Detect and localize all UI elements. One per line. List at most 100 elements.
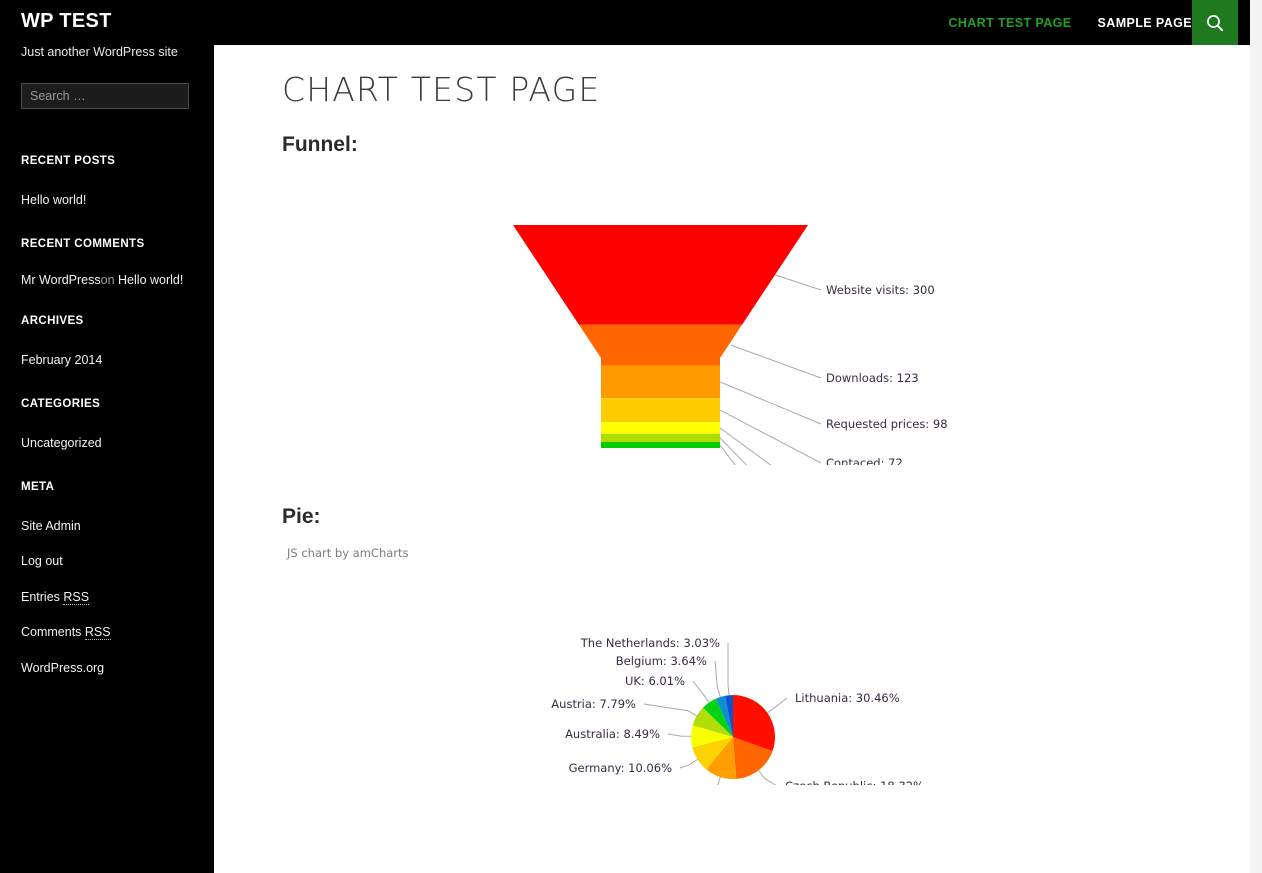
funnel-label-tick xyxy=(719,409,822,464)
meta-list: Site Admin Log out Entries RSS Comments … xyxy=(21,515,196,679)
list-item: Hello world! xyxy=(21,189,196,211)
pie-slice xyxy=(692,707,733,737)
funnel-chart[interactable]: Website visits: 300 Downloads: 123 Request… xyxy=(270,165,970,465)
recent-post-link[interactable]: Hello world! xyxy=(21,193,87,207)
pie-slice xyxy=(692,737,733,770)
pie-slice xyxy=(715,695,733,737)
funnel-segment xyxy=(601,365,720,399)
pie-label-tick xyxy=(679,759,698,769)
pie-label: UK: 6.01% xyxy=(625,674,685,688)
list-item: Entries RSS xyxy=(21,586,196,608)
list-item: Comments RSS xyxy=(21,621,196,643)
widget-title-meta: META xyxy=(21,480,55,493)
funnel-segment xyxy=(578,324,743,366)
sidebar-widget-area: RECENT POSTS Hello world! RECENT COMMENT… xyxy=(21,155,196,706)
comment-connector: on xyxy=(100,272,115,287)
funnel-segment xyxy=(601,433,720,443)
funnel-label-tick xyxy=(719,437,748,465)
funnel-label-tick xyxy=(774,274,822,291)
pie-chart-svg: Lithuania: 30.46%Czech Republic: 18.32%I… xyxy=(551,636,924,785)
pie-label: Belgium: 3.64% xyxy=(616,654,707,668)
widget-title-recent-comments: RECENT COMMENTS xyxy=(21,237,145,250)
funnel-segment xyxy=(601,442,720,448)
page-title: CHART TEST PAGE xyxy=(282,70,601,109)
abbr-rss: RSS xyxy=(84,625,111,641)
chart-credit-amcharts[interactable]: JS chart by amCharts xyxy=(287,546,409,560)
list-item: WordPress.org xyxy=(21,657,196,679)
meta-link-entries-rss-text: Entries xyxy=(21,589,64,604)
pie-label: Germany: 10.06% xyxy=(569,761,672,775)
pie-slice xyxy=(706,737,737,780)
primary-navigation: CHART TEST PAGE SAMPLE PAGE xyxy=(948,0,1192,45)
funnel-label: Contaced: 72 xyxy=(826,456,903,465)
funnel-label: Downloads: 123 xyxy=(826,371,919,385)
pie-label-tick xyxy=(692,680,710,703)
pie-label-tick xyxy=(714,660,721,698)
pie-label: Austria: 7.79% xyxy=(551,697,636,711)
funnel-label-tick xyxy=(719,427,772,465)
categories-list: Uncategorized xyxy=(21,432,196,454)
pie-label: Australia: 8.49% xyxy=(565,727,660,741)
list-item: February 2014 xyxy=(21,349,196,371)
list-item: Log out xyxy=(21,550,196,572)
meta-link-wordpress-org[interactable]: WordPress.org xyxy=(21,661,105,676)
list-item: Site Admin xyxy=(21,515,196,537)
pie-label: Czech Republic: 18.32% xyxy=(785,779,924,785)
pie-label-tick xyxy=(643,703,698,717)
meta-link-comments-rss-text: Comments xyxy=(21,625,85,640)
pie-label: The Netherlands: 3.03% xyxy=(580,636,720,650)
recent-posts-list: Hello world! xyxy=(21,189,196,211)
meta-link-comments-rss[interactable]: Comments RSS xyxy=(21,625,111,641)
category-link-uncategorized[interactable]: Uncategorized xyxy=(21,436,102,451)
sidebar xyxy=(0,0,214,873)
widget-archives: ARCHIVES February 2014 xyxy=(21,315,196,371)
meta-link-entries-rss[interactable]: Entries RSS xyxy=(21,589,90,605)
widget-title-categories: CATEGORIES xyxy=(21,398,101,411)
pie-label: Lithuania: 30.46% xyxy=(795,691,900,705)
funnel-segment xyxy=(601,422,720,434)
abbr-rss: RSS xyxy=(63,589,90,605)
pie-label-tick xyxy=(667,733,692,737)
site-title[interactable]: WP TEST xyxy=(21,10,112,32)
funnel-segment xyxy=(601,398,720,423)
search-toggle-button[interactable] xyxy=(1192,0,1238,45)
pie-slice xyxy=(733,737,773,779)
pie-slice xyxy=(725,695,733,737)
pie-label-tick xyxy=(717,776,721,785)
comment-author-link[interactable]: Mr WordPress xyxy=(21,272,101,287)
recent-comments-list: Mr WordPresson Hello world! xyxy=(21,272,196,289)
nav-item-chart-test-page[interactable]: CHART TEST PAGE xyxy=(948,15,1072,30)
funnel-label: Requested prices: 98 xyxy=(826,417,948,431)
search-input[interactable] xyxy=(21,83,189,109)
widget-title-recent-posts: RECENT POSTS xyxy=(21,155,116,167)
funnel-segment xyxy=(513,225,808,325)
sidebar-search-form xyxy=(21,83,189,109)
pie-chart[interactable]: Lithuania: 30.46%Czech Republic: 18.32%I… xyxy=(270,570,990,785)
funnel-label-tick xyxy=(730,344,822,379)
list-item: Uncategorized xyxy=(21,432,196,454)
widget-recent-posts: RECENT POSTS Hello world! xyxy=(21,155,196,211)
widget-recent-comments: RECENT COMMENTS Mr WordPresson Hello wor… xyxy=(21,238,196,289)
page-right-gutter xyxy=(1250,0,1262,873)
funnel-chart-svg: Website visits: 300 Downloads: 123 Request… xyxy=(513,225,948,465)
pie-label-tick xyxy=(727,642,730,696)
site-description: Just another WordPress site xyxy=(21,45,178,59)
section-heading-funnel: Funnel: xyxy=(282,133,358,156)
archive-link-february-2014[interactable]: February 2014 xyxy=(21,353,103,368)
meta-link-site-admin[interactable]: Site Admin xyxy=(21,518,81,533)
comment-post-link[interactable]: Hello world! xyxy=(118,272,184,287)
section-heading-pie: Pie: xyxy=(282,505,321,528)
funnel-label-tick xyxy=(719,381,822,425)
funnel-label: Website visits: 300 xyxy=(826,283,935,297)
pie-label-tick xyxy=(758,770,777,785)
pie-label-tick xyxy=(767,697,788,714)
meta-link-log-out[interactable]: Log out xyxy=(21,554,63,569)
widget-title-archives: ARCHIVES xyxy=(21,315,84,328)
nav-item-sample-page[interactable]: SAMPLE PAGE xyxy=(1097,15,1192,30)
widget-meta: META Site Admin Log out Entries RSS Comm… xyxy=(21,481,196,679)
pie-slice xyxy=(702,698,733,737)
archives-list: February 2014 xyxy=(21,349,196,371)
widget-categories: CATEGORIES Uncategorized xyxy=(21,398,196,454)
pie-slice xyxy=(690,725,733,748)
